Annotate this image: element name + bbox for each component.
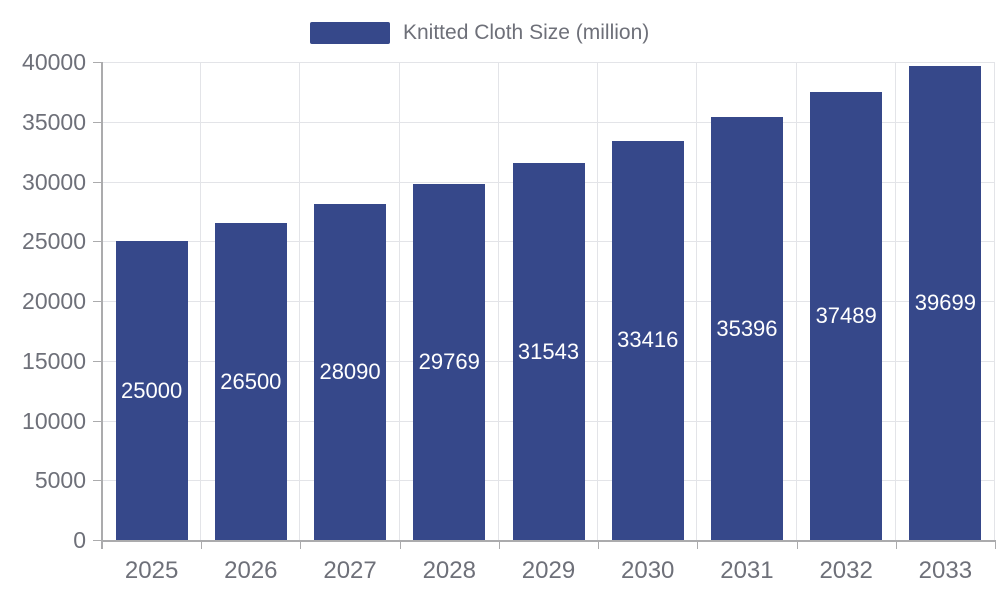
x-tick (796, 540, 798, 549)
x-tick (895, 540, 897, 549)
bar (413, 184, 486, 540)
bar-value-label: 28090 (319, 359, 381, 385)
bar (512, 163, 585, 540)
x-gridline (398, 62, 400, 540)
y-tick (93, 121, 102, 123)
x-axis-label: 2025 (124, 557, 179, 584)
bar-value-label: 31543 (517, 338, 580, 364)
y-axis-line (101, 62, 103, 549)
x-gridline (200, 62, 202, 540)
x-tick (498, 540, 500, 549)
bar-value-label: 35396 (716, 315, 778, 341)
x-tick (399, 540, 401, 549)
y-tick (93, 62, 102, 63)
y-gridline (102, 62, 995, 63)
bar-value-label: 26500 (220, 368, 282, 394)
x-gridline (894, 62, 896, 540)
y-tick (93, 420, 102, 422)
legend: Knitted Cloth Size (million) (310, 20, 649, 46)
bar-value-label: 29769 (418, 349, 480, 375)
x-tick (697, 540, 699, 549)
bar (710, 117, 783, 540)
y-axis-label: 20000 (22, 288, 86, 314)
y-axis-label: 0 (73, 527, 86, 553)
y-axis-label: 35000 (22, 108, 86, 135)
y-axis-label: 10000 (22, 407, 86, 434)
bar (611, 140, 684, 540)
bar-value-label: 39699 (914, 289, 976, 315)
bar (314, 204, 387, 540)
x-axis-label: 2032 (819, 557, 873, 584)
y-axis-label: 25000 (22, 228, 86, 255)
x-gridline (597, 62, 599, 540)
x-axis-label: 2033 (918, 557, 973, 584)
legend-swatch (310, 22, 390, 44)
bar-value-label: 37489 (815, 303, 877, 328)
y-tick (93, 301, 102, 302)
legend-label: Knitted Cloth Size (million) (403, 21, 650, 44)
x-axis-line (101, 540, 995, 542)
bar (115, 241, 188, 540)
bar (909, 65, 982, 540)
y-tick (93, 181, 102, 183)
x-gridline (696, 62, 698, 540)
x-gridline (497, 62, 499, 540)
x-tick (995, 540, 996, 549)
y-axis-label: 30000 (22, 168, 86, 195)
bar (810, 92, 883, 540)
x-axis-label: 2028 (422, 557, 476, 584)
x-axis-label: 2029 (521, 557, 576, 584)
x-axis-label: 2027 (323, 557, 377, 584)
y-gridline (102, 121, 995, 123)
bar-value-label: 25000 (121, 377, 183, 403)
bar (214, 223, 287, 540)
x-gridline (299, 62, 301, 540)
x-tick (201, 540, 203, 549)
y-tick (93, 540, 102, 541)
y-axis-label: 40000 (22, 49, 86, 75)
x-gridline (994, 62, 995, 540)
y-axis-label: 5000 (34, 467, 86, 494)
y-axis-label: 15000 (22, 347, 86, 374)
y-tick (93, 241, 102, 243)
bar-value-label: 33416 (617, 327, 679, 353)
x-axis-label: 2031 (720, 557, 774, 584)
y-tick (93, 360, 102, 362)
y-tick (93, 480, 102, 482)
x-tick (300, 540, 302, 549)
x-axis-label: 2030 (621, 557, 675, 584)
x-tick (598, 540, 600, 549)
x-axis-label: 2026 (224, 557, 278, 584)
x-gridline (795, 62, 797, 540)
